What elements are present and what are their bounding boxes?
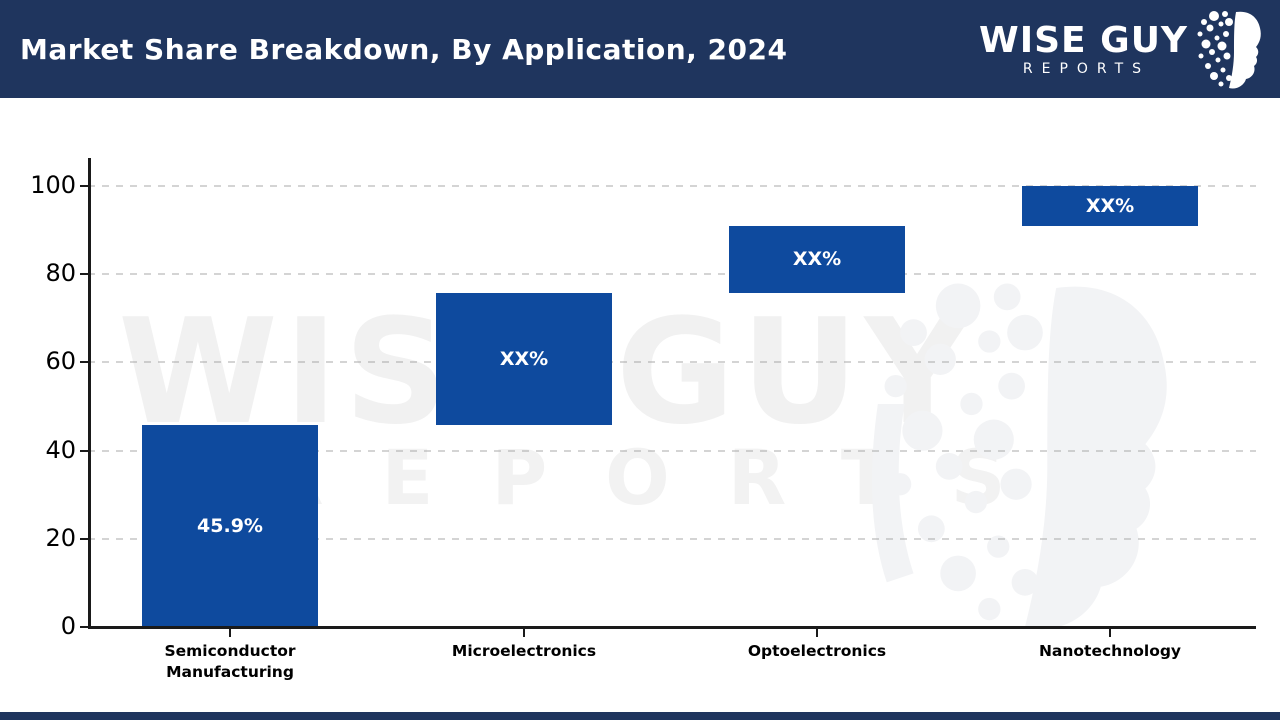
y-tick-mark bbox=[80, 273, 88, 276]
x-tick-mark bbox=[229, 629, 231, 637]
category-label: Nanotechnology bbox=[1038, 642, 1182, 660]
category-label: Optoelectronics bbox=[747, 642, 887, 660]
bar: XX% bbox=[436, 293, 612, 425]
footer-bar bbox=[0, 712, 1280, 720]
y-tick-label: 100 bbox=[30, 171, 76, 199]
logo-face-icon bbox=[1197, 11, 1261, 89]
x-axis-line bbox=[88, 626, 1256, 629]
y-axis-line bbox=[88, 158, 91, 629]
y-tick-mark bbox=[80, 449, 88, 452]
chart-area: WISE GUY REPORTS 45.9% XX% XX% XX% 0 20 40 60 80… bbox=[0, 98, 1280, 712]
bar: XX% bbox=[729, 225, 905, 294]
x-tick-mark bbox=[523, 629, 525, 637]
watermark-face-icon bbox=[871, 283, 1167, 630]
x-tick-mark bbox=[1109, 629, 1111, 637]
logo-wordmark: WISE GUY REPORTS bbox=[978, 20, 1188, 78]
y-tick-label: 60 bbox=[45, 347, 76, 376]
bar: 45.9% bbox=[142, 424, 318, 627]
category-label: Semiconductor Manufacturing bbox=[164, 642, 296, 681]
y-tick-label: 0 bbox=[60, 612, 76, 640]
header: Market Share Breakdown, By Application, … bbox=[0, 0, 1280, 98]
x-tick-mark bbox=[816, 629, 818, 637]
page-title: Market Share Breakdown, By Application, … bbox=[20, 32, 788, 66]
gridline bbox=[88, 361, 1256, 364]
bar-value-label: XX% bbox=[499, 347, 549, 370]
category-label: Microelectronics bbox=[451, 642, 597, 660]
bar-value-label: 45.9% bbox=[197, 514, 263, 537]
y-tick-label: 20 bbox=[45, 523, 76, 552]
gridline bbox=[88, 537, 1256, 540]
gridline bbox=[88, 273, 1256, 276]
bar-value-label: XX% bbox=[1085, 194, 1135, 217]
y-tick-mark bbox=[80, 537, 88, 540]
bar: XX% bbox=[1022, 186, 1198, 226]
logo-wordmark-line2: REPORTS bbox=[1022, 61, 1151, 77]
gridline bbox=[88, 185, 1256, 187]
y-tick-label: 40 bbox=[45, 435, 76, 464]
logo-wordmark-line1: WISE GUY bbox=[978, 20, 1188, 61]
bar-value-label: XX% bbox=[792, 248, 842, 271]
gridline bbox=[88, 449, 1256, 452]
y-tick-mark bbox=[80, 361, 88, 364]
brand-logo: WISE GUY REPORTS bbox=[979, 8, 1266, 90]
y-tick-label: 80 bbox=[45, 259, 76, 288]
y-tick-mark bbox=[80, 185, 88, 187]
y-tick-mark bbox=[80, 626, 88, 628]
